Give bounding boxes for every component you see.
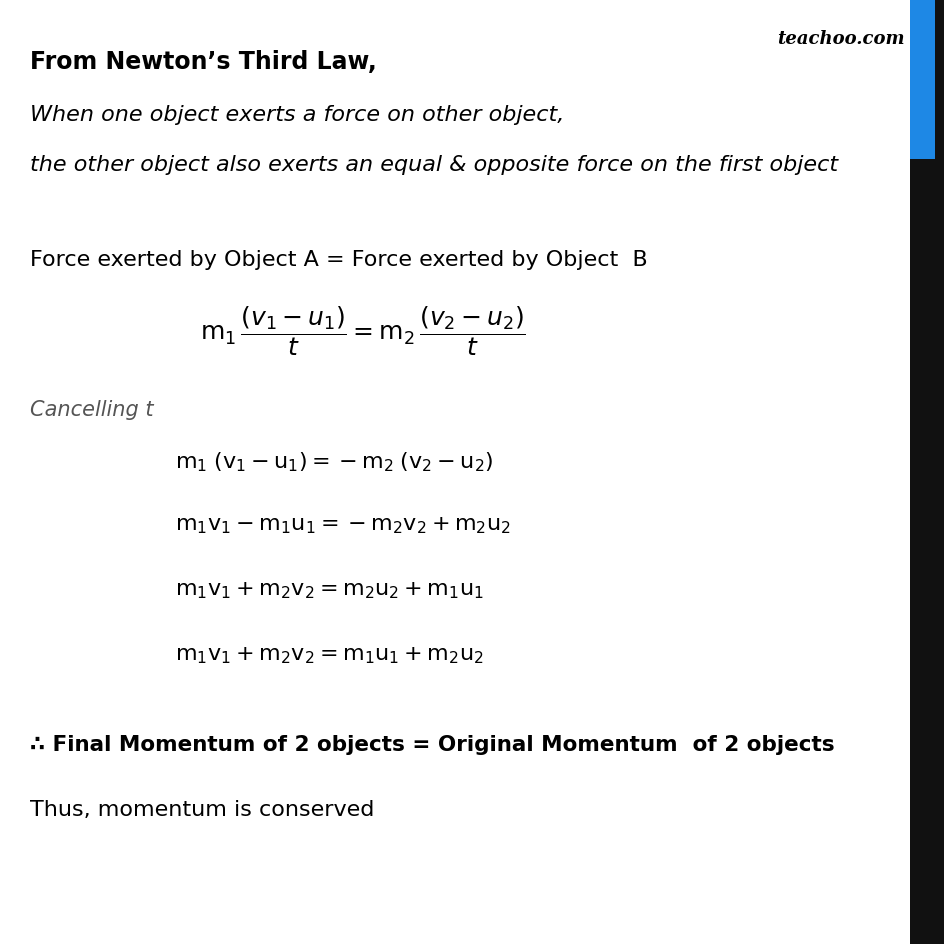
Text: From Newton’s Third Law,: From Newton’s Third Law,	[30, 50, 377, 74]
Text: $\mathrm{m_1 v_1 - m_1 u_1 = -m_2 v_2 + m_2 u_2}$: $\mathrm{m_1 v_1 - m_1 u_1 = -m_2 v_2 + …	[175, 514, 511, 535]
Text: ∴ Final Momentum of 2 objects = Original Momentum  of 2 objects: ∴ Final Momentum of 2 objects = Original…	[30, 734, 834, 754]
Text: teachoo.com: teachoo.com	[777, 30, 904, 48]
Text: $\mathrm{m_1 v_1 + m_2 v_2 = m_1 u_1 + m_2 u_2}$: $\mathrm{m_1 v_1 + m_2 v_2 = m_1 u_1 + m…	[175, 645, 483, 665]
Bar	[909, 0, 934, 160]
Text: the other object also exerts an equal & opposite force on the first object: the other object also exerts an equal & …	[30, 155, 837, 175]
Text: $\mathrm{m_1} \, \dfrac{(v_1 - u_1)}{t} = \mathrm{m_2} \, \dfrac{(v_2 - u_2)}{t}: $\mathrm{m_1} \, \dfrac{(v_1 - u_1)}{t} …	[200, 305, 525, 358]
Text: Thus, momentum is conserved: Thus, momentum is conserved	[30, 800, 374, 819]
Text: $\mathrm{m_1 v_1 + m_2 v_2 = m_2 u_2 + m_1 u_1}$: $\mathrm{m_1 v_1 + m_2 v_2 = m_2 u_2 + m…	[175, 580, 483, 600]
Text: $\mathrm{m_1 \; (v_1 - u_1) = -m_2 \; (v_2 - u_2)}$: $\mathrm{m_1 \; (v_1 - u_1) = -m_2 \; (v…	[175, 449, 493, 473]
Bar	[909, 0, 944, 944]
Text: Cancelling t: Cancelling t	[30, 399, 153, 419]
Text: When one object exerts a force on other object,: When one object exerts a force on other …	[30, 105, 564, 125]
Text: Force exerted by Object A = Force exerted by Object  B: Force exerted by Object A = Force exerte…	[30, 250, 647, 270]
